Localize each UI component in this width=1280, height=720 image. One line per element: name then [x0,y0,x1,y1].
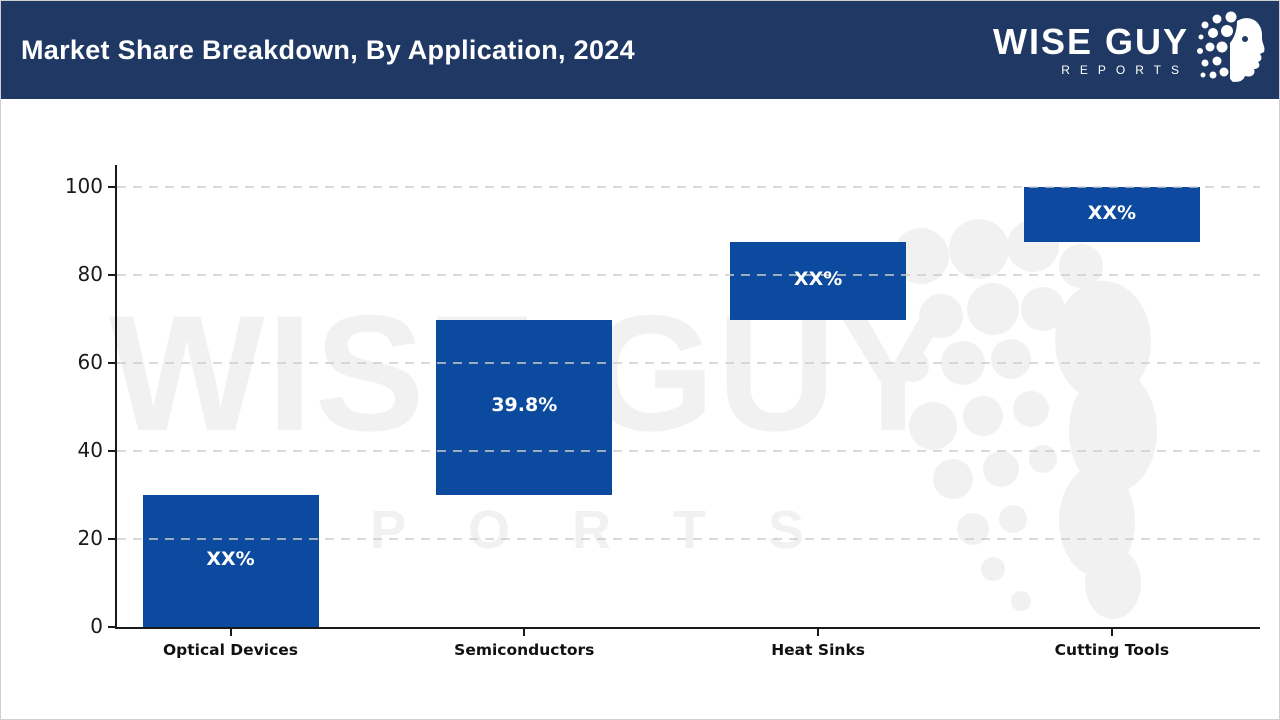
y-tick-mark [108,626,115,628]
x-tick-mark [1110,629,1113,636]
y-tick-mark [108,274,115,276]
y-tick-label: 20 [77,526,103,550]
gridline-20 [117,538,1260,540]
y-tick-label: 0 [90,614,103,638]
gridline-80 [117,274,1260,276]
watermark-face-icon [893,219,1157,619]
y-tick-mark [108,538,115,540]
y-tick-mark [108,362,115,364]
brand-face-icon [1197,11,1265,82]
gridline-40 [117,450,1260,452]
gridline-60 [117,362,1260,364]
y-tick-label: 80 [77,262,103,286]
y-tick-label: 40 [77,438,103,462]
header-bar: Market Share Breakdown, By Application, … [1,1,1279,99]
x-tick-mark [523,629,526,636]
y-tick-mark [108,186,115,188]
bar-cutting-tools [1023,187,1200,242]
y-tick-label: 60 [77,350,103,374]
y-tick-label: 100 [64,174,103,198]
brand-subtext: REPORTS [1061,62,1189,77]
bar-value-label: XX% [206,548,255,570]
x-category-label: Heat Sinks [771,641,865,659]
y-axis-line [115,165,117,629]
gridline-100 [117,186,1260,188]
brand-logo-text: WISE GUY REPORTS [992,20,1189,77]
bar-optical-devices [142,495,319,627]
bar-value-label: XX% [1087,201,1137,224]
bar-value-label: XX% [793,267,843,290]
page-title: Market Share Breakdown, By Application, … [21,34,635,65]
x-category-label: Semiconductors [454,641,595,659]
y-tick-mark [108,450,115,452]
brand-logo: WISE GUY REPORTS [993,9,1267,91]
x-axis-line [115,627,1260,629]
bar-value-label: 39.8% [491,394,558,417]
x-tick-mark [817,629,820,636]
x-tick-mark [229,629,232,636]
x-category-label: Optical Devices [162,641,299,659]
bar-semiconductors [436,319,613,495]
x-category-label: Cutting Tools [1054,641,1170,659]
brand-wordmark: WISE GUY [992,20,1189,62]
bar-heat-sinks [730,242,907,320]
